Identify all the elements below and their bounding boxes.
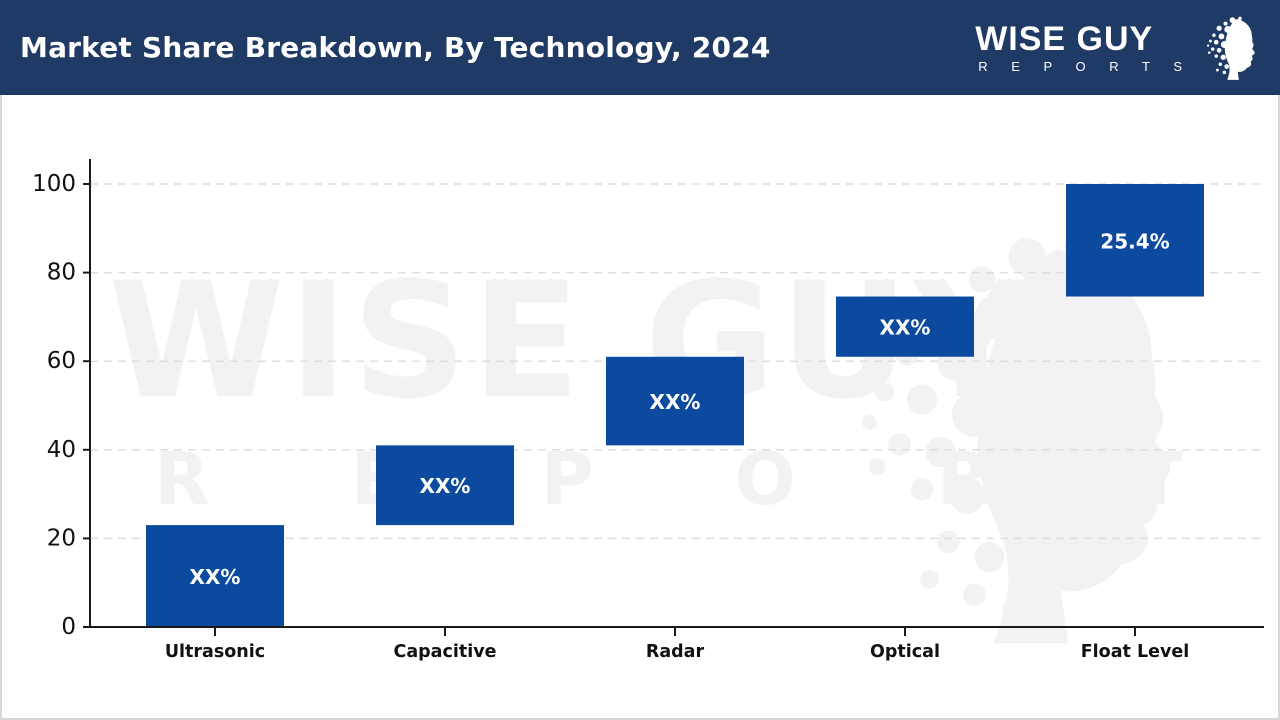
logo-head-icon [1206,16,1255,80]
x-category-label: Optical [870,642,940,662]
bar-value-label: 25.4% [1100,229,1169,253]
chart-area: WISE GUY R E P O R T S XX%XX%XX%XX%25.4%… [0,95,1280,720]
y-tick-label: 80 [47,260,76,286]
bar-optical [836,296,974,357]
y-tick-label: 40 [47,437,76,463]
x-category-label: Float Level [1081,642,1190,662]
y-tick-label: 0 [61,614,76,640]
bar-value-label: XX% [190,565,241,589]
logo-text: WISE GUY R E P O R T S [975,22,1192,74]
bar-value-label: XX% [650,390,701,414]
bar-value-label: XX% [420,474,471,498]
page-title: Market Share Breakdown, By Technology, 2… [20,31,771,64]
y-tick-label: 20 [47,525,76,551]
header-bar: Market Share Breakdown, By Technology, 2… [0,0,1280,95]
bar-ultrasonic [146,525,284,627]
y-tick-label: 100 [32,171,76,197]
x-category-label: Capacitive [393,642,496,662]
bar-float-level [1066,184,1204,297]
logo-subtitle: R E P O R T S [978,58,1192,74]
bar-value-label: XX% [880,316,931,340]
wise-guy-logo: WISE GUY R E P O R T S [975,9,1258,87]
bar-radar [606,356,744,446]
y-tick-label: 60 [47,348,76,374]
bar-capacitive [376,445,514,526]
market-share-waterfall-chart: XX% XX% XX% XX% 25.4% 0 20 40 60 80 100 Ultrasonic C… [32,159,1264,662]
x-category-label: Radar [646,642,705,662]
x-category-label: Ultrasonic [165,642,265,662]
logo-wordmark: WISE GUY [975,19,1154,58]
